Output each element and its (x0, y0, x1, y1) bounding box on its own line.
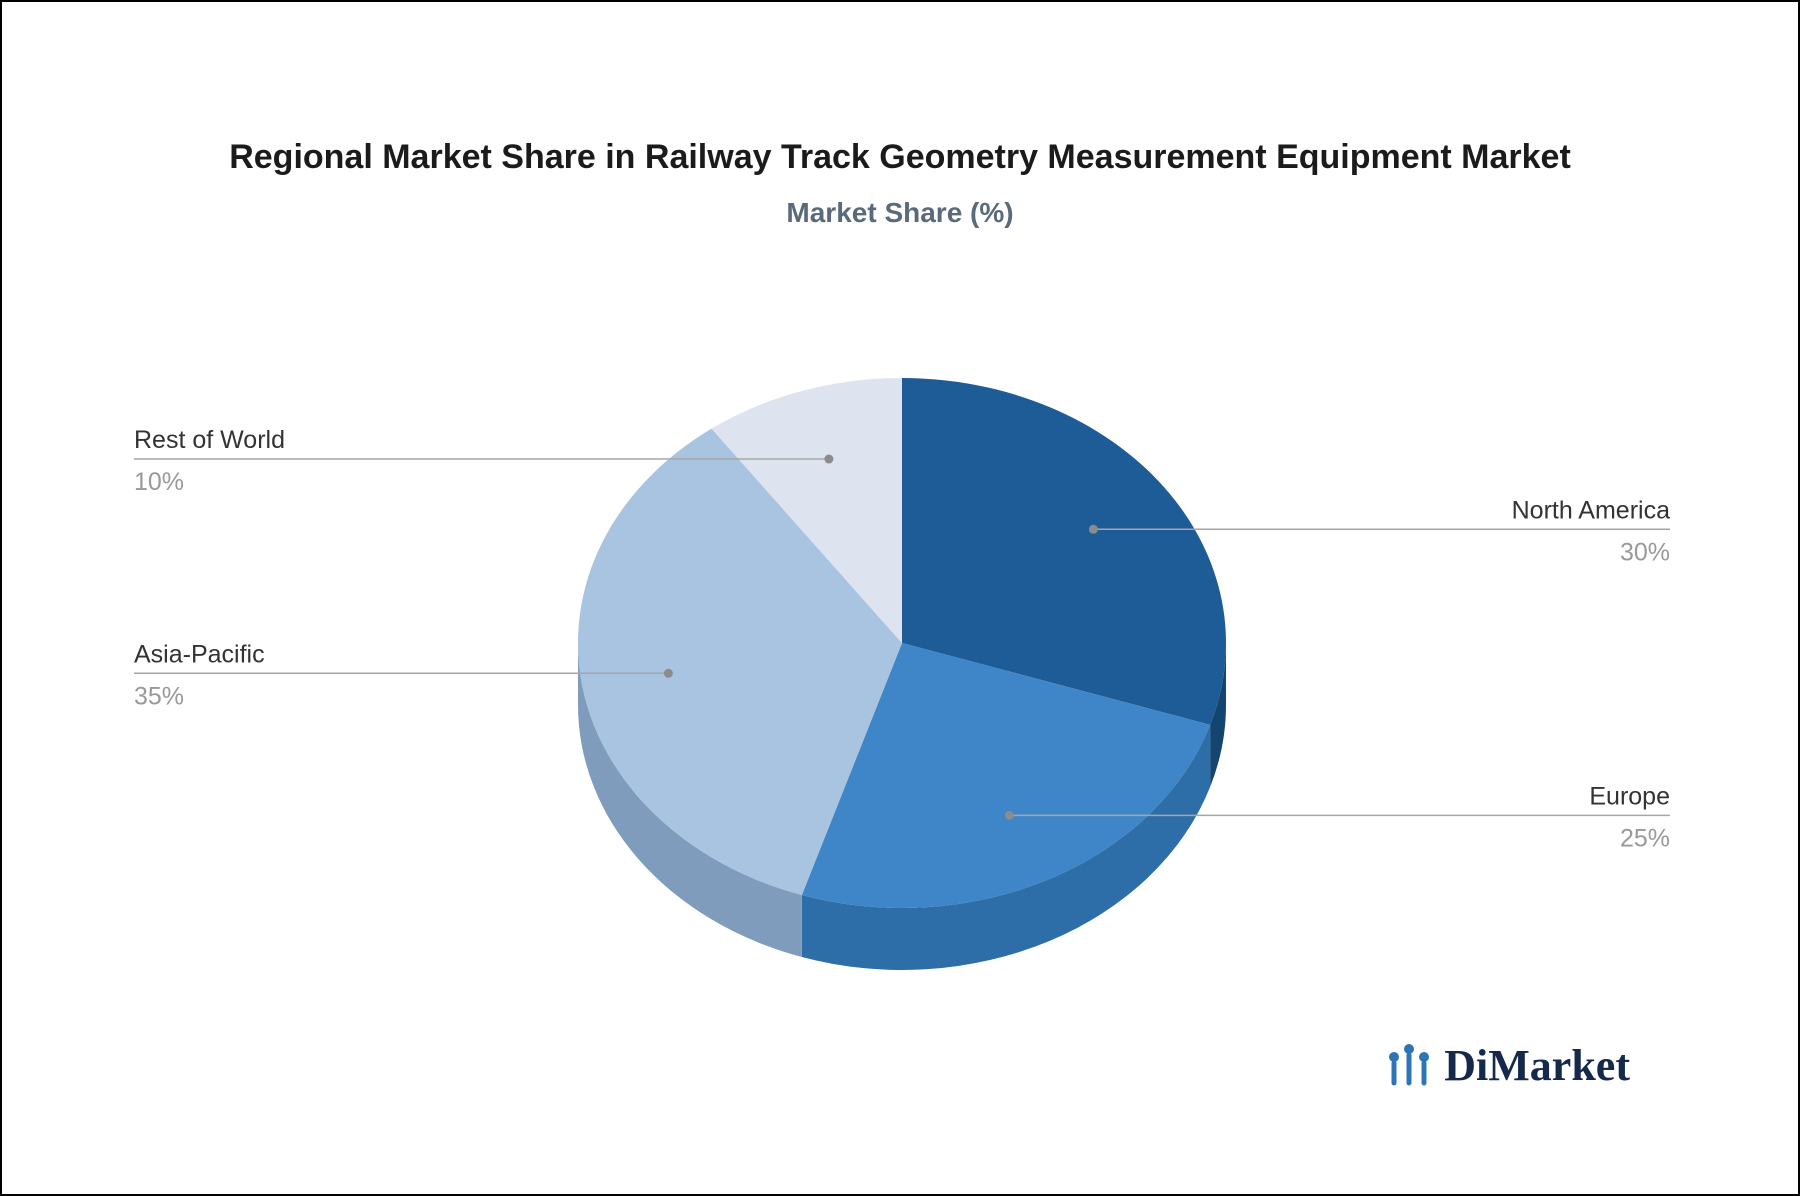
slice-label-north-america: North America (1512, 496, 1670, 524)
slice-value-europe: 25% (1620, 824, 1670, 852)
brand-name: DiMarket (1444, 1041, 1630, 1090)
pie-slice-side-asia-pacific (578, 643, 802, 958)
dimarket-logo-icon (1389, 1043, 1430, 1085)
label-dot-rest-of-world (824, 454, 834, 464)
label-dot-europe (1004, 810, 1014, 820)
chart-title: Regional Market Share in Railway Track G… (229, 138, 1571, 176)
slice-value-asia-pacific: 35% (134, 682, 184, 710)
slice-label-europe: Europe (1589, 782, 1670, 810)
chart-header: Regional Market Share in Railway Track G… (2, 2, 1798, 229)
label-dot-north-america (1088, 524, 1098, 534)
slice-value-north-america: 30% (1620, 538, 1670, 566)
brand-logo: DiMarket (1386, 1040, 1630, 1091)
slice-value-rest-of-world: 10% (134, 468, 184, 496)
pie-slice-asia-pacific (578, 428, 902, 896)
pie-slice-rest-of-world (711, 378, 902, 643)
label-dot-asia-pacific (663, 668, 673, 678)
pie-slice-side-europe (801, 724, 1211, 970)
pie-slice-north-america (902, 378, 1227, 725)
pie-slice-side-north-america (1210, 643, 1226, 787)
slice-label-asia-pacific: Asia-Pacific (134, 640, 265, 668)
slice-label-rest-of-world: Rest of World (134, 426, 285, 454)
pie-slice-europe (801, 643, 1211, 909)
chart-subtitle: Market Share (%) (786, 197, 1014, 229)
